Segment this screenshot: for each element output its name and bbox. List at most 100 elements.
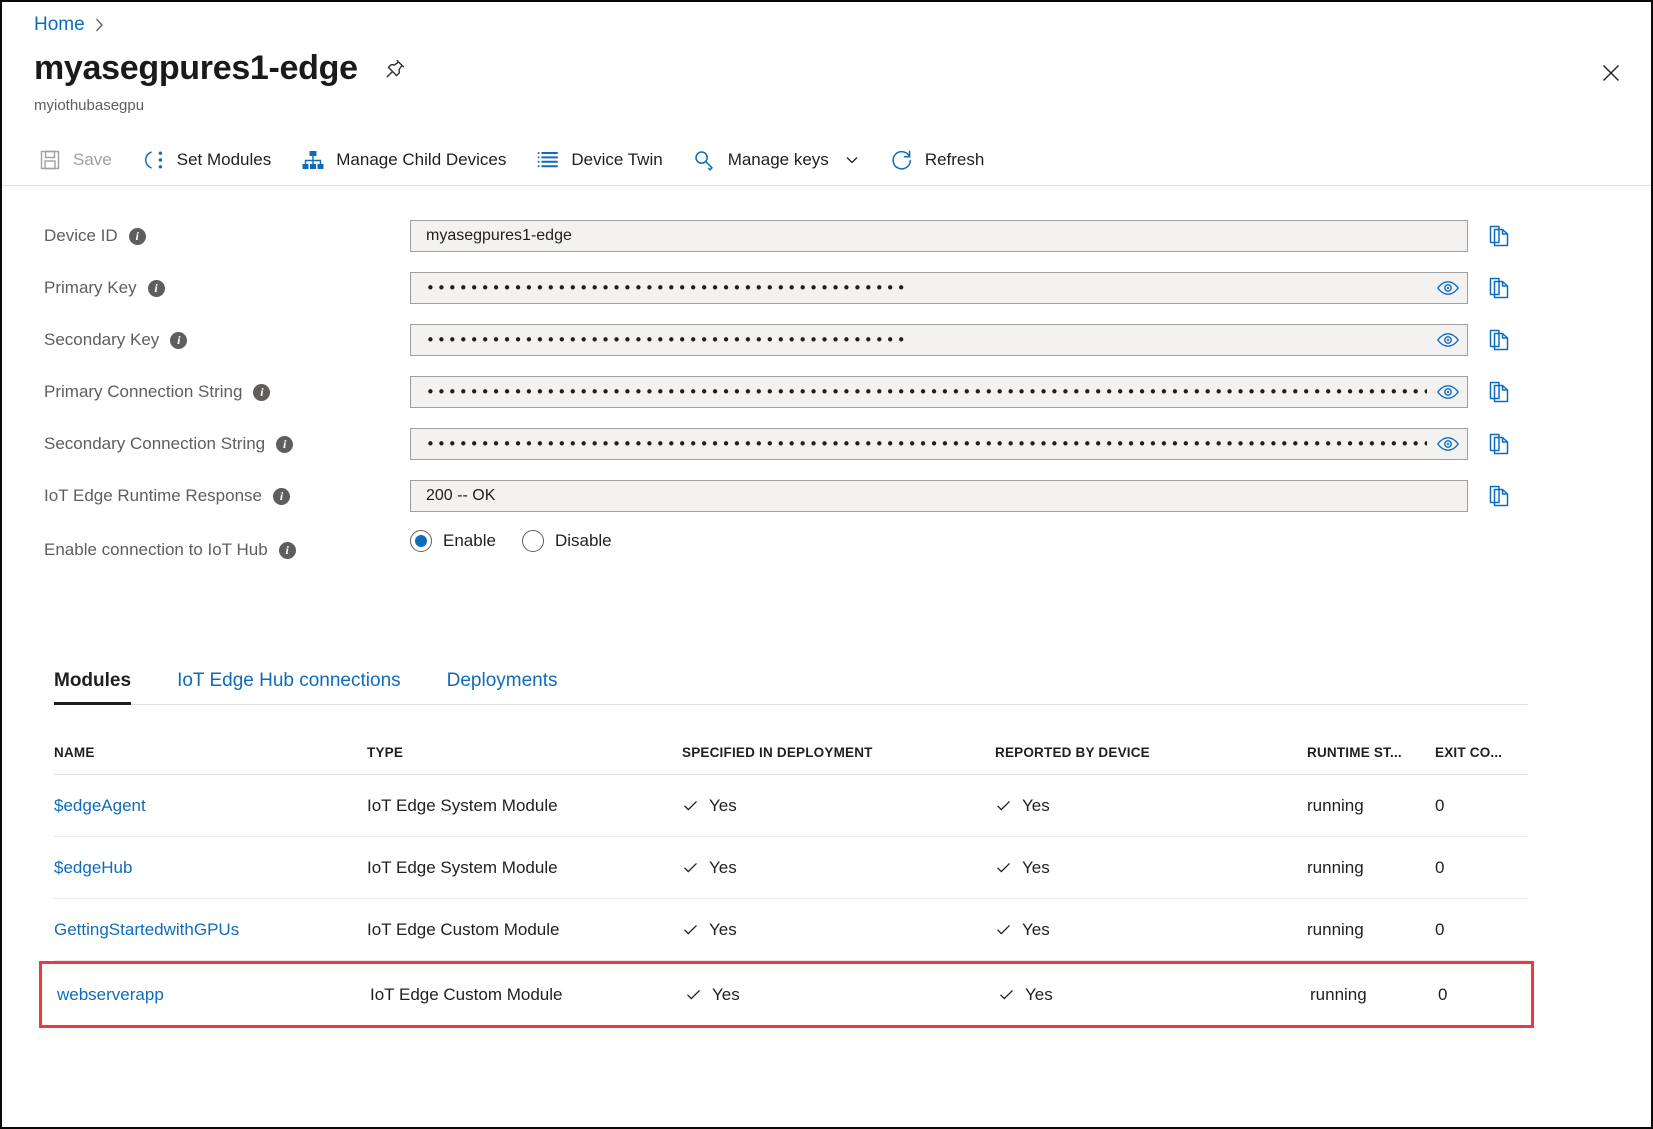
- page-subtitle: myiothubasegpu: [34, 97, 145, 114]
- info-icon[interactable]: i: [147, 279, 165, 297]
- column-header-name[interactable]: NAME: [54, 744, 95, 760]
- cell-reported: Yes: [995, 796, 1307, 816]
- refresh-label: Refresh: [924, 149, 985, 169]
- primary-key-value: ••••••••••••••••••••••••••••••••••••••••…: [426, 280, 908, 296]
- secondary-connection-string-field-wrap: ••••••••••••••••••••••••••••••••••••••••…: [410, 428, 1468, 460]
- refresh-icon: [890, 148, 914, 172]
- module-link[interactable]: webserverapp: [57, 984, 164, 1004]
- cell-name: GettingStartedwithGPUs: [54, 920, 367, 940]
- cell-specified-value: Yes: [709, 919, 737, 939]
- module-link[interactable]: GettingStartedwithGPUs: [54, 919, 240, 939]
- device-twin-button[interactable]: Device Twin: [536, 148, 663, 172]
- runtime-response-input[interactable]: 200 -- OK: [410, 480, 1468, 512]
- cell-name: webserverapp: [57, 985, 370, 1005]
- table-row[interactable]: $edgeAgent IoT Edge System Module Yes Ye…: [54, 775, 1528, 837]
- primary-key-label: Primary Key: [44, 278, 137, 297]
- device-id-input[interactable]: myasegpures1-edge: [410, 220, 1468, 252]
- cell-type: IoT Edge System Module: [367, 857, 558, 877]
- primary-key-input[interactable]: ••••••••••••••••••••••••••••••••••••••••…: [410, 272, 1468, 304]
- device-id-value: myasegpures1-edge: [426, 227, 572, 244]
- check-icon: [682, 921, 699, 938]
- save-button[interactable]: Save: [38, 148, 112, 172]
- chevron-down-icon[interactable]: [844, 152, 860, 168]
- form-row-secondary-key: Secondary Key i ••••••••••••••••••••••••…: [2, 314, 1651, 366]
- set-modules-button[interactable]: Set Modules: [142, 148, 271, 172]
- primary-key-label-group: Primary Key i: [44, 278, 165, 298]
- column-header-exit-code[interactable]: EXIT CO...: [1435, 744, 1503, 760]
- cell-exit-code: 0: [1435, 795, 1445, 815]
- cell-specified: Yes: [682, 920, 995, 940]
- radio-option-enable[interactable]: Enable: [410, 530, 496, 552]
- show-password-icon[interactable]: [1436, 328, 1460, 352]
- column-header-specified-in-deployment[interactable]: SPECIFIED IN DEPLOYMENT: [682, 744, 873, 760]
- show-password-icon[interactable]: [1436, 380, 1460, 404]
- table-row-highlighted[interactable]: webserverapp IoT Edge Custom Module Yes …: [39, 961, 1534, 1028]
- cell-exit-code: 0: [1438, 984, 1448, 1004]
- breadcrumb: Home: [34, 14, 105, 36]
- enable-connection-label: Enable connection to IoT Hub: [44, 540, 268, 559]
- secondary-key-field-wrap: ••••••••••••••••••••••••••••••••••••••••…: [410, 324, 1468, 356]
- primary-connection-string-input[interactable]: ••••••••••••••••••••••••••••••••••••••••…: [410, 376, 1468, 408]
- module-link[interactable]: $edgeHub: [54, 857, 133, 877]
- device-id-field-wrap: myasegpures1-edge: [410, 220, 1468, 252]
- primary-key-field-wrap: ••••••••••••••••••••••••••••••••••••••••…: [410, 272, 1468, 304]
- title-row: myasegpures1-edge: [34, 49, 406, 87]
- copy-icon[interactable]: [1486, 223, 1512, 249]
- key-icon: [693, 148, 717, 172]
- cell-runtime-status: running: [1307, 857, 1364, 877]
- check-icon: [995, 797, 1012, 814]
- cell-type: IoT Edge Custom Module: [370, 984, 563, 1004]
- tab-iot-edge-hub-connections-label: IoT Edge Hub connections: [177, 670, 401, 691]
- table-row[interactable]: GettingStartedwithGPUs IoT Edge Custom M…: [54, 899, 1528, 961]
- column-header-runtime-status[interactable]: RUNTIME ST...: [1307, 744, 1402, 760]
- tab-deployments-label: Deployments: [446, 670, 558, 691]
- module-link[interactable]: $edgeAgent: [54, 795, 146, 815]
- secondary-connection-string-input[interactable]: ••••••••••••••••••••••••••••••••••••••••…: [410, 428, 1468, 460]
- device-properties-form: Device ID i myasegpures1-edge Primary Ke…: [2, 210, 1651, 582]
- column-header-type[interactable]: TYPE: [367, 744, 404, 760]
- check-icon: [682, 797, 699, 814]
- info-icon[interactable]: i: [170, 331, 188, 349]
- show-password-icon[interactable]: [1436, 276, 1460, 300]
- close-icon[interactable]: [1597, 59, 1625, 87]
- device-twin-label: Device Twin: [571, 149, 663, 169]
- cell-specified: Yes: [682, 796, 995, 816]
- info-icon[interactable]: i: [276, 435, 294, 453]
- info-icon[interactable]: i: [128, 227, 146, 245]
- cell-reported-value: Yes: [1025, 984, 1053, 1004]
- table-row[interactable]: $edgeHub IoT Edge System Module Yes Yes: [54, 837, 1528, 899]
- manage-keys-button[interactable]: Manage keys: [693, 148, 860, 172]
- device-id-label: Device ID: [44, 226, 118, 245]
- table-header-row: NAME TYPE SPECIFIED IN DEPLOYMENT REPORT…: [54, 730, 1528, 775]
- show-password-icon[interactable]: [1436, 432, 1460, 456]
- column-header-reported-by-device[interactable]: REPORTED BY DEVICE: [995, 744, 1150, 760]
- secondary-connection-string-label: Secondary Connection String: [44, 434, 266, 453]
- copy-icon[interactable]: [1486, 379, 1512, 405]
- cell-specified-value: Yes: [709, 857, 737, 877]
- cell-reported-value: Yes: [1022, 919, 1050, 939]
- secondary-key-input[interactable]: ••••••••••••••••••••••••••••••••••••••••…: [410, 324, 1468, 356]
- runtime-response-field-wrap: 200 -- OK: [410, 480, 1468, 512]
- check-icon: [998, 986, 1015, 1003]
- tab-deployments[interactable]: Deployments: [447, 670, 558, 704]
- save-label: Save: [73, 149, 112, 169]
- radio-option-disable[interactable]: Disable: [521, 530, 612, 552]
- check-icon: [995, 921, 1012, 938]
- tab-iot-edge-hub-connections[interactable]: IoT Edge Hub connections: [177, 670, 401, 704]
- copy-icon[interactable]: [1486, 275, 1512, 301]
- copy-icon[interactable]: [1486, 483, 1512, 509]
- info-icon[interactable]: i: [278, 541, 296, 559]
- tab-modules-label: Modules: [54, 670, 132, 691]
- copy-icon[interactable]: [1486, 431, 1512, 457]
- refresh-button[interactable]: Refresh: [890, 148, 985, 172]
- info-icon[interactable]: i: [272, 487, 290, 505]
- info-icon[interactable]: i: [253, 383, 271, 401]
- tab-modules[interactable]: Modules: [54, 670, 132, 705]
- breadcrumb-home-link[interactable]: Home: [34, 14, 85, 35]
- save-icon: [38, 148, 62, 172]
- cell-specified-value: Yes: [709, 795, 737, 815]
- manage-child-devices-button[interactable]: Manage Child Devices: [301, 148, 506, 172]
- pin-icon[interactable]: [384, 58, 406, 80]
- copy-icon[interactable]: [1486, 327, 1512, 353]
